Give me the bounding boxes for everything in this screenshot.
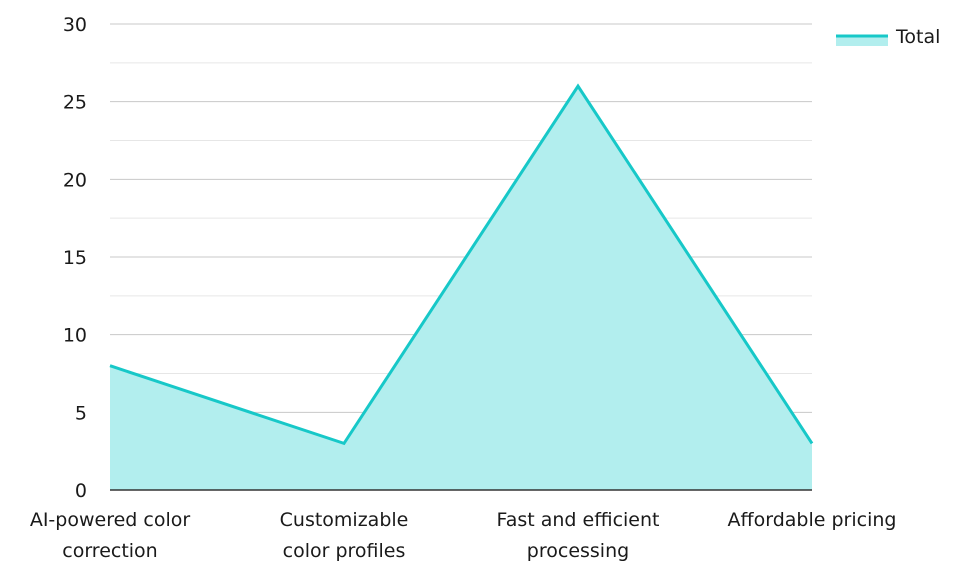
series-area-total: [110, 86, 812, 490]
legend-label-total: Total: [895, 26, 940, 48]
legend: Total: [836, 26, 940, 48]
x-tick-label-line: processing: [527, 540, 629, 562]
x-tick-label-line: Affordable pricing: [728, 509, 897, 531]
y-tick-label: 30: [63, 14, 87, 36]
x-tick-label: Affordable pricing: [728, 509, 897, 531]
x-tick-label-line: Customizable: [280, 509, 409, 531]
x-tick-label-line: AI-powered color: [30, 509, 191, 531]
y-tick-label: 15: [63, 247, 87, 269]
y-tick-label: 20: [63, 169, 87, 191]
y-tick-label: 10: [63, 325, 87, 347]
plot-layer: [109, 83, 814, 490]
x-tick-label: Customizable color profiles: [280, 509, 409, 562]
axis-layer: 0 5 10 15 20 25 30 AI-powered color correction Cu…: [30, 14, 897, 562]
x-tick-label: AI-powered color correction: [30, 509, 191, 562]
legend-swatch-fill: [836, 36, 888, 46]
y-tick-label: 0: [75, 480, 87, 502]
grid-layer: [110, 23, 812, 452]
x-tick-label-line: Fast and efficient: [497, 509, 660, 531]
x-tick-label: Fast and efficient processing: [497, 509, 660, 562]
x-tick-label-line: color profiles: [283, 540, 406, 562]
x-tick-label-line: correction: [62, 540, 157, 562]
series-line-total: [109, 83, 814, 446]
y-tick-label: 25: [63, 92, 87, 114]
y-tick-label: 5: [75, 402, 87, 424]
